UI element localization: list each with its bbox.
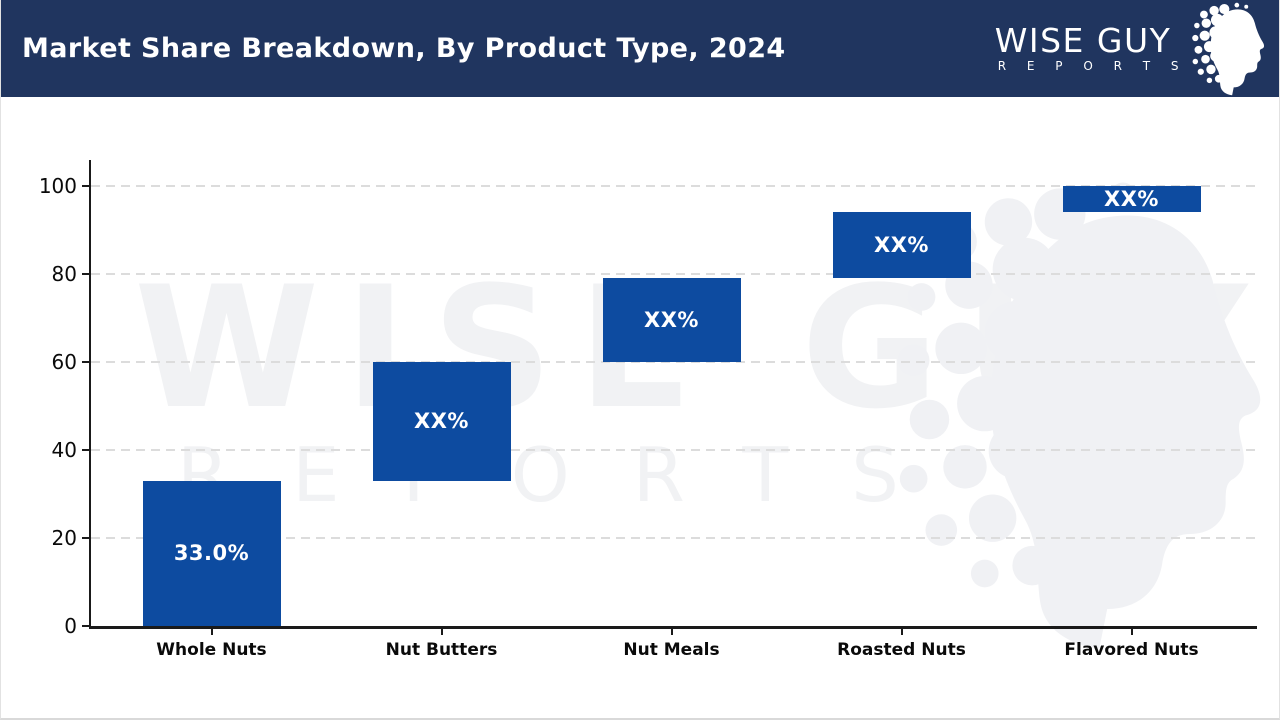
x-tick-label: Roasted Nuts xyxy=(837,640,966,660)
brand-logo: WISE GUY R E P O R T S xyxy=(995,0,1269,97)
bar-value-label: 33.0% xyxy=(173,541,250,566)
y-axis-line xyxy=(89,160,91,629)
y-tick-mark xyxy=(82,449,90,451)
gridline-y-80 xyxy=(91,273,1257,275)
y-tick-label: 60 xyxy=(51,350,77,374)
x-tick-label: Nut Butters xyxy=(385,640,498,660)
x-tick-label: Nut Meals xyxy=(623,640,720,660)
bar-nut-butters: XX% xyxy=(372,362,511,481)
gridline-y-40 xyxy=(91,449,1257,451)
wiseguy-face-icon xyxy=(1192,2,1265,95)
y-tick-mark xyxy=(82,537,90,539)
x-tick-label: Whole Nuts xyxy=(156,640,267,660)
gridline-y-100 xyxy=(91,185,1257,187)
bar-whole-nuts: 33.0% xyxy=(142,480,281,626)
logo-subtext: R E P O R T S xyxy=(997,59,1187,74)
x-tick-mark xyxy=(670,629,673,635)
x-tick-mark xyxy=(440,629,443,635)
bar-flavored-nuts: XX% xyxy=(1062,186,1201,213)
gridline-y-60 xyxy=(91,361,1257,363)
bar-roasted-nuts: XX% xyxy=(832,212,971,279)
bar-value-label: XX% xyxy=(1104,187,1159,212)
chart-title: Market Share Breakdown, By Product Type,… xyxy=(22,33,786,64)
brand-logo-text: WISE GUY R E P O R T S xyxy=(994,20,1187,74)
x-tick-label: Flavored Nuts xyxy=(1064,640,1199,660)
header-bar: Market Share Breakdown, By Product Type,… xyxy=(1,0,1279,97)
logo-wordmark: WISE GUY xyxy=(994,20,1172,60)
plot: 0 20 40 60 80 100 33.0% Whole Nuts XX% Nut Butter… xyxy=(1,97,1279,718)
y-tick-label: 80 xyxy=(51,262,77,286)
bar-value-label: XX% xyxy=(644,308,699,333)
bar-nut-meals: XX% xyxy=(602,278,741,362)
x-tick-mark xyxy=(1130,629,1133,635)
y-tick-mark xyxy=(82,185,90,187)
y-tick-mark xyxy=(82,625,90,627)
x-axis-line xyxy=(89,626,1257,629)
y-tick-mark xyxy=(82,361,90,363)
x-tick-mark xyxy=(210,629,213,635)
y-tick-label: 20 xyxy=(51,526,77,550)
y-tick-label: 40 xyxy=(51,438,77,462)
y-tick-label: 100 xyxy=(38,174,77,198)
bar-value-label: XX% xyxy=(874,233,929,258)
watermark-face-icon xyxy=(897,182,1261,649)
x-tick-mark xyxy=(900,629,903,635)
bar-value-label: XX% xyxy=(414,409,469,434)
gridline-y-20 xyxy=(91,537,1257,539)
y-tick-mark xyxy=(82,273,90,275)
y-tick-label: 0 xyxy=(64,614,77,638)
